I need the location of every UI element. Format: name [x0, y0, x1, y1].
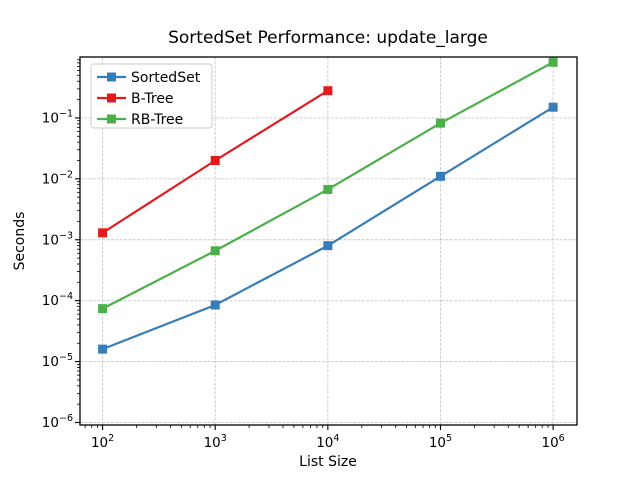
data-point-sortedset — [210, 300, 220, 310]
legend-label-b-tree: B-Tree — [131, 91, 174, 107]
legend-item-rb-tree: RB-Tree — [97, 112, 183, 128]
x-tick-label: 103 — [204, 433, 227, 451]
legend-item-b-tree: B-Tree — [97, 91, 174, 107]
legend-label-rb-tree: RB-Tree — [131, 112, 183, 128]
y-tick-label: 10−3 — [42, 230, 73, 248]
data-point-b-tree — [323, 86, 333, 96]
y-tick-label: 10−2 — [42, 169, 73, 187]
data-point-rb-tree — [323, 184, 333, 194]
data-point-b-tree — [98, 228, 108, 238]
y-tick-label: 10−1 — [42, 108, 73, 126]
y-tick-label: 10−4 — [42, 291, 73, 309]
data-point-rb-tree — [548, 57, 558, 67]
series-rb-tree — [98, 57, 558, 314]
x-tick-label: 104 — [316, 433, 339, 451]
series-b-tree — [98, 86, 333, 238]
data-point-rb-tree — [210, 246, 220, 256]
data-point-rb-tree — [435, 118, 445, 128]
data-point-sortedset — [548, 102, 558, 112]
data-point-rb-tree — [98, 304, 108, 314]
series-layer — [98, 57, 558, 354]
data-point-b-tree — [210, 155, 220, 165]
data-point-sortedset — [435, 171, 445, 181]
legend-marker-rb-tree — [107, 114, 116, 124]
axes-spines — [79, 56, 578, 426]
legend-box — [90, 63, 213, 129]
y-tick-label: 10−6 — [42, 413, 73, 431]
x-axis-label: List Size — [299, 454, 357, 470]
legend: SortedSet B-Tree RB-Tree — [90, 63, 213, 129]
x-tick-label: 106 — [541, 433, 564, 451]
minor-ticks — [77, 59, 549, 428]
x-tick-label: 105 — [429, 433, 452, 451]
legend-item-sortedset: SortedSet — [97, 70, 201, 86]
plot-area: 102 103 104 105 106 10−6 10−5 10−4 10−3 10−2 10−1 S… — [42, 56, 578, 451]
legend-marker-b-tree — [107, 93, 116, 103]
series-sortedset — [98, 102, 558, 354]
data-point-sortedset — [98, 344, 108, 354]
grid — [80, 57, 577, 425]
y-tick-label: 10−5 — [42, 352, 73, 370]
data-point-sortedset — [323, 241, 333, 251]
legend-marker-sortedset — [107, 72, 116, 82]
x-tick-label: 102 — [91, 433, 114, 451]
y-axis-label: Seconds — [12, 212, 28, 271]
legend-label-sortedset: SortedSet — [131, 70, 201, 86]
axes-ticks: 102 103 104 105 106 10−6 10−5 10−4 10−3 10−2 10−1 — [42, 108, 565, 451]
chart-title: SortedSet Performance: update_large — [168, 28, 488, 48]
